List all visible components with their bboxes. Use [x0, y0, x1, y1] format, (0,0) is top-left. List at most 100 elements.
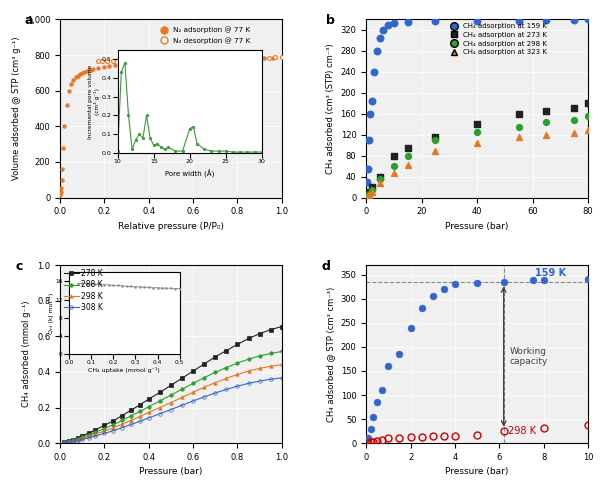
159 K	[440, 286, 448, 292]
N₂ desorption @ 77 K	[265, 55, 272, 60]
N₂ desorption @ 77 K	[256, 55, 263, 61]
CH₄ adsorption at 323 K	[514, 133, 523, 141]
CH₄ adsorption at 323 K	[375, 179, 385, 187]
288 K	[178, 386, 185, 392]
N₂ desorption @ 77 K	[116, 58, 124, 64]
CH₄ adsorption at 159 K	[383, 21, 393, 29]
278 K	[234, 341, 241, 347]
CH₄ adsorption at 323 K	[403, 161, 413, 169]
298 K	[127, 417, 134, 423]
298 K	[223, 375, 230, 381]
298 K	[440, 433, 448, 439]
298 K	[101, 428, 108, 434]
278 K	[119, 412, 126, 418]
CH₄ adsorption at 298 K	[542, 118, 551, 126]
288 K	[119, 417, 126, 423]
298 K	[407, 434, 414, 440]
N₂ adsorption @ 77 K	[83, 68, 90, 74]
288 K	[65, 438, 73, 444]
308 K	[79, 436, 86, 442]
Y-axis label: CH₄ adsorbed @ STP (cm³ cm⁻³): CH₄ adsorbed @ STP (cm³ cm⁻³)	[326, 286, 335, 422]
288 K	[110, 422, 117, 428]
N₂ desorption @ 77 K	[110, 58, 117, 64]
CH₄ adsorption at 323 K	[363, 192, 373, 200]
298 K	[473, 432, 481, 438]
298 K	[256, 365, 263, 371]
N₂ desorption @ 77 K	[149, 57, 157, 63]
CH₄ adsorption at 159 K	[514, 17, 523, 24]
159 K	[429, 294, 436, 300]
CH₄ adsorption at 323 K	[472, 139, 482, 147]
N₂ adsorption @ 77 K	[234, 56, 241, 62]
N₂ adsorption @ 77 K	[145, 59, 152, 65]
N₂ desorption @ 77 K	[141, 57, 148, 63]
288 K	[145, 404, 152, 410]
308 K	[267, 376, 274, 382]
CH₄ adsorption at 273 K	[364, 188, 374, 196]
298 K	[396, 435, 403, 441]
298 K	[79, 435, 86, 441]
CH₄ adsorption at 298 K	[583, 112, 593, 120]
278 K	[92, 427, 99, 433]
278 K	[278, 324, 286, 330]
CH₄ adsorption at 273 K	[375, 173, 385, 181]
CH₄ adsorption at 298 K	[472, 128, 482, 136]
CH₄ adsorption at 159 K	[403, 18, 413, 26]
CH₄ adsorption at 159 K	[365, 110, 375, 118]
298 K	[429, 433, 436, 439]
CH₄ adsorption at 323 K	[569, 129, 579, 136]
308 K	[119, 425, 126, 431]
CH₄ adsorption at 323 K	[367, 188, 376, 196]
288 K	[85, 432, 92, 438]
298 K	[500, 428, 507, 434]
CH₄ adsorption at 273 K	[403, 144, 413, 151]
N₂ adsorption @ 77 K	[85, 68, 92, 74]
Text: b: b	[326, 14, 335, 27]
298 K	[245, 368, 252, 374]
Y-axis label: Volume adsorbed @ STP (cm³ g⁻¹): Volume adsorbed @ STP (cm³ g⁻¹)	[12, 37, 21, 180]
N₂ adsorption @ 77 K	[130, 61, 137, 67]
N₂ adsorption @ 77 K	[190, 58, 197, 64]
N₂ adsorption @ 77 K	[225, 56, 232, 62]
N₂ desorption @ 77 K	[212, 56, 219, 61]
N₂ adsorption @ 77 K	[89, 66, 97, 72]
N₂ adsorption @ 77 K	[251, 56, 259, 61]
CH₄ adsorption at 273 K	[431, 133, 440, 141]
288 K	[256, 353, 263, 359]
Line: 298 K: 298 K	[63, 363, 284, 444]
288 K	[200, 375, 208, 380]
159 K	[540, 277, 547, 282]
288 K	[70, 437, 77, 443]
CH₄ adsorption at 159 K	[569, 16, 579, 24]
308 K	[212, 390, 219, 396]
278 K	[200, 361, 208, 367]
159 K	[367, 426, 374, 431]
N₂ adsorption @ 77 K	[112, 62, 119, 68]
288 K	[61, 440, 68, 446]
CH₄ adsorption at 323 K	[431, 148, 440, 155]
159 K	[369, 414, 376, 420]
N₂ adsorption @ 77 K	[269, 55, 277, 60]
N₂ desorption @ 77 K	[194, 56, 201, 62]
N₂ adsorption @ 77 K	[260, 55, 268, 61]
Text: a: a	[25, 14, 33, 27]
298 K	[278, 361, 286, 367]
CH₄ adsorption at 273 K	[472, 120, 482, 128]
N₂ desorption @ 77 K	[272, 55, 279, 60]
Line: 308 K: 308 K	[63, 376, 284, 445]
278 K	[85, 430, 92, 436]
CH₄ adsorption at 159 K	[373, 47, 382, 55]
CH₄ adsorption at 298 K	[569, 116, 579, 124]
CH₄ adsorption at 159 K	[364, 136, 374, 144]
CH₄ adsorption at 273 K	[583, 99, 593, 107]
298 K	[540, 425, 547, 431]
298 K	[190, 389, 197, 395]
N₂ adsorption @ 77 K	[199, 57, 206, 63]
278 K	[65, 438, 73, 444]
Line: 288 K: 288 K	[63, 350, 284, 444]
Line: 298 K: 298 K	[365, 421, 592, 446]
N₂ adsorption @ 77 K	[123, 61, 130, 67]
N₂ adsorption @ 77 K	[181, 58, 188, 64]
308 K	[136, 418, 143, 424]
278 K	[223, 348, 230, 354]
